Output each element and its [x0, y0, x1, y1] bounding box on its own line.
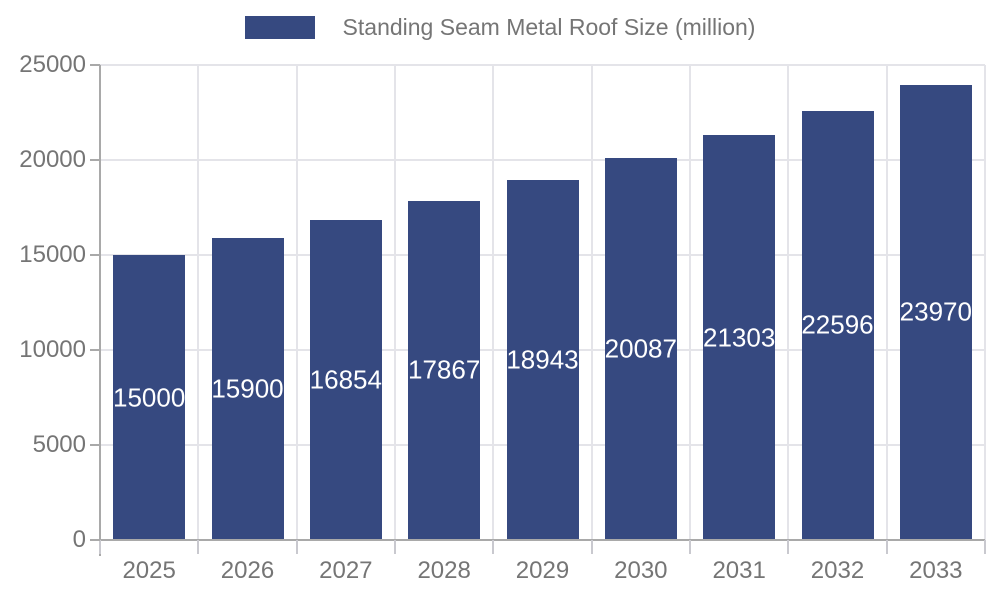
x-axis-tick — [590, 540, 593, 554]
bar-value-label: 23970 — [899, 296, 972, 327]
x-axis-tick — [295, 540, 298, 554]
x-axis-tick — [492, 540, 495, 554]
bar-value-label: 22596 — [801, 309, 874, 340]
gridline-vertical — [394, 65, 396, 540]
y-axis-tick — [90, 64, 100, 66]
bar-2027: 16854 — [309, 219, 382, 540]
x-axis-label: 2025 — [122, 557, 176, 584]
gridline-vertical — [885, 65, 888, 540]
bar-2032: 22596 — [801, 110, 874, 540]
bar-value-label: 21303 — [703, 322, 776, 353]
bar-2029: 18943 — [506, 180, 579, 540]
bar-2033: 23970 — [899, 84, 972, 540]
x-axis-label: 2026 — [220, 557, 275, 584]
x-axis-label: 2032 — [810, 557, 865, 584]
gridline-horizontal — [100, 159, 985, 161]
legend-label: Standing Seam Metal Roof Size (million) — [342, 14, 756, 40]
y-axis-label: 25000 — [19, 51, 86, 78]
bar-value-label: 15000 — [113, 382, 186, 412]
bar-2026: 15900 — [211, 237, 284, 540]
x-axis-tick — [984, 540, 986, 554]
gridline-vertical — [787, 65, 790, 540]
gridline-vertical — [492, 65, 495, 540]
x-axis-tick — [197, 540, 200, 554]
bar-2025: 15000 — [113, 255, 185, 540]
legend-swatch — [244, 16, 315, 39]
gridline-vertical — [295, 65, 298, 540]
x-axis-label: 2028 — [417, 557, 471, 584]
y-axis-label: 5000 — [32, 431, 86, 458]
x-axis-tick — [99, 540, 101, 554]
y-axis-tick — [90, 539, 100, 541]
bar-2031: 21303 — [703, 135, 775, 540]
legend-item[interactable]: Standing Seam Metal Roof Size (million) — [0, 14, 1000, 41]
bar-value-label: 18943 — [506, 344, 579, 375]
bar-2028: 17867 — [408, 200, 481, 540]
x-axis-label: 2029 — [515, 557, 570, 584]
x-axis-tick — [787, 540, 790, 554]
bar-value-label: 20087 — [604, 333, 677, 364]
y-axis-line — [99, 65, 101, 556]
x-axis-label: 2030 — [614, 557, 668, 584]
y-axis-tick — [90, 254, 100, 256]
x-axis-tick — [885, 540, 888, 554]
y-axis-label: 0 — [72, 526, 86, 553]
plot-area: 15000 15900 16854 17867 18943 20087 21303 22596… — [19, 51, 986, 584]
y-axis-tick — [90, 349, 100, 351]
bar-value-label: 17867 — [408, 354, 481, 385]
x-axis-label: 2033 — [909, 557, 963, 584]
y-axis-label: 15000 — [19, 241, 86, 268]
gridline-vertical — [197, 65, 200, 540]
x-axis-label: 2027 — [319, 557, 373, 584]
bar-value-label: 15900 — [211, 373, 284, 404]
y-axis-tick — [90, 159, 100, 161]
x-axis-line — [100, 539, 985, 541]
bar-2030: 20087 — [605, 158, 677, 540]
x-axis-tick — [689, 540, 691, 554]
gridline-vertical — [984, 65, 986, 540]
y-axis-tick — [90, 444, 100, 446]
gridline-vertical — [689, 65, 691, 540]
x-axis-label: 2031 — [712, 557, 766, 584]
x-axis-tick — [394, 540, 396, 554]
gridline-horizontal — [100, 64, 985, 66]
bar-value-label: 16854 — [309, 364, 382, 395]
y-axis-label: 20000 — [19, 146, 86, 173]
y-axis-label: 10000 — [19, 336, 86, 363]
gridline-vertical — [590, 65, 593, 540]
